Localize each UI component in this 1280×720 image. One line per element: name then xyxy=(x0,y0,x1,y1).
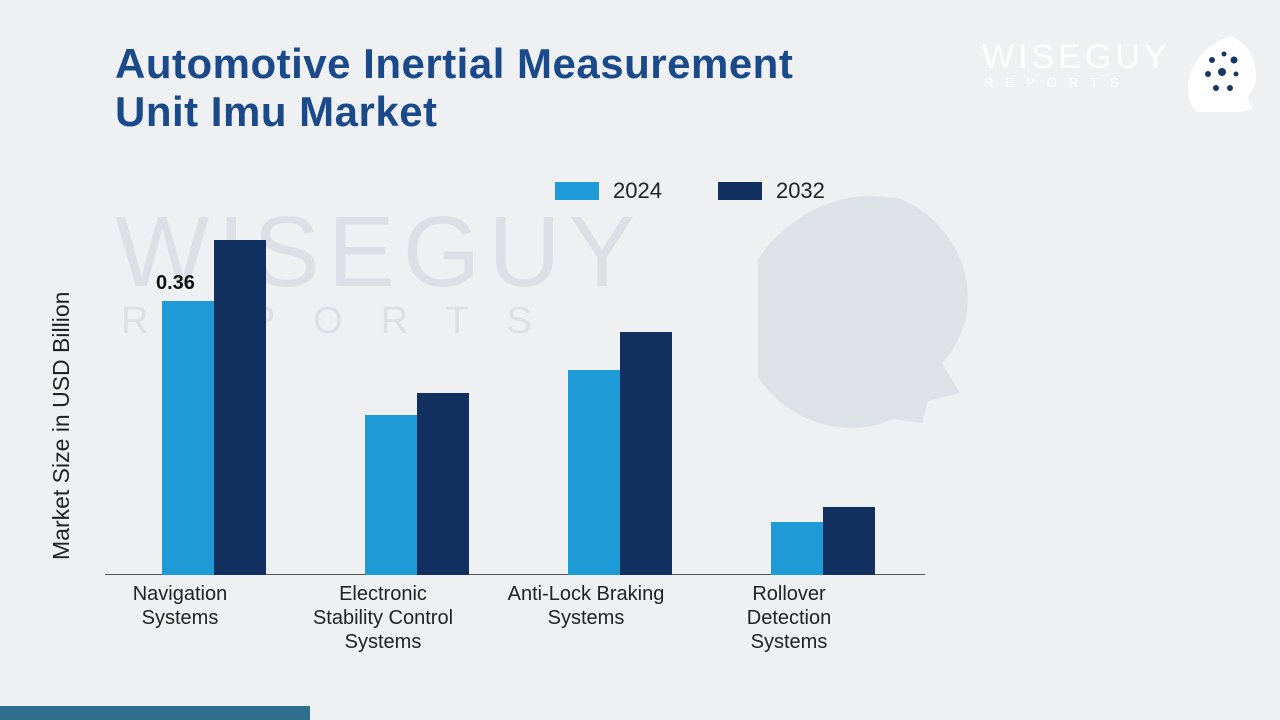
y-axis-label: Market Size in USD Billion xyxy=(48,292,75,560)
chart-title: Automotive Inertial Measurement Unit Imu… xyxy=(115,40,855,137)
legend-item-2032: 2032 xyxy=(718,178,825,204)
bar-2024-3 xyxy=(771,522,823,575)
bar-2032-3 xyxy=(823,507,875,575)
legend-item-2024: 2024 xyxy=(555,178,662,204)
legend-swatch-2032 xyxy=(718,182,762,200)
x-label-3: Rollover Detection Systems xyxy=(709,582,869,654)
stage: WISEGUY REPORTS Automotive Inertial Meas… xyxy=(0,0,1280,720)
bar-2024-1 xyxy=(365,415,417,575)
x-label-2: Anti-Lock Braking Systems xyxy=(506,582,666,630)
legend-swatch-2024 xyxy=(555,182,599,200)
legend-label-2032: 2032 xyxy=(776,178,825,204)
bottom-accent-bar xyxy=(0,706,310,720)
x-label-0: Navigation Systems xyxy=(100,582,260,630)
bar-2032-1 xyxy=(417,393,469,576)
legend: 2024 2032 xyxy=(555,178,825,204)
brand-logo: WISEGUY REPORTS xyxy=(982,38,1252,90)
bar-2024-0 xyxy=(162,301,214,575)
bar-2032-2 xyxy=(620,332,672,575)
x-label-1: Electronic Stability Control Systems xyxy=(303,582,463,654)
bar-2032-0 xyxy=(214,240,266,575)
brand-head-icon xyxy=(1188,34,1258,112)
plot-area: 0.36 xyxy=(105,210,925,575)
value-label: 0.36 xyxy=(156,272,195,295)
bar-2024-2 xyxy=(568,370,620,575)
legend-label-2024: 2024 xyxy=(613,178,662,204)
